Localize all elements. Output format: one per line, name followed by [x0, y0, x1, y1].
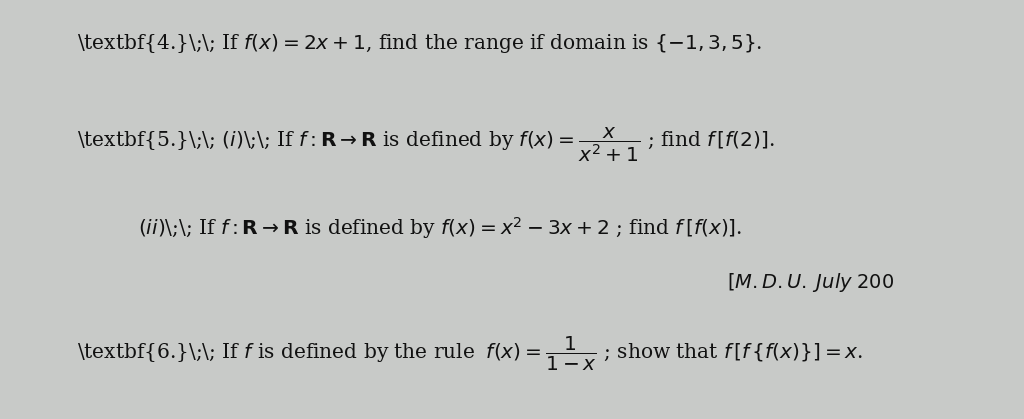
Text: $(ii)$\;\; If $f : \mathbf{R} \rightarrow \mathbf{R}$ is defined by $f(x) = x^2 : $(ii)$\;\; If $f : \mathbf{R} \rightarro… — [138, 215, 742, 241]
Text: \textbf{6.}\;\; If $f$ is defined by the rule $\;f(x) = \dfrac{1}{1-x}$ ; show t: \textbf{6.}\;\; If $f$ is defined by the… — [77, 335, 863, 373]
Text: \textbf{5.}\;\; $(i)$\;\; If $f : \mathbf{R} \rightarrow \mathbf{R}$ is defined : \textbf{5.}\;\; $(i)$\;\; If $f : \mathb… — [77, 125, 774, 164]
Text: \textbf{4.}\;\; If $f(x) = 2x + 1$, find the range if domain is $\{-1, 3, 5\}$.: \textbf{4.}\;\; If $f(x) = 2x + 1$, find… — [77, 33, 762, 55]
Text: $[M.D.U.\; July\; 200$: $[M.D.U.\; July\; 200$ — [727, 272, 894, 294]
